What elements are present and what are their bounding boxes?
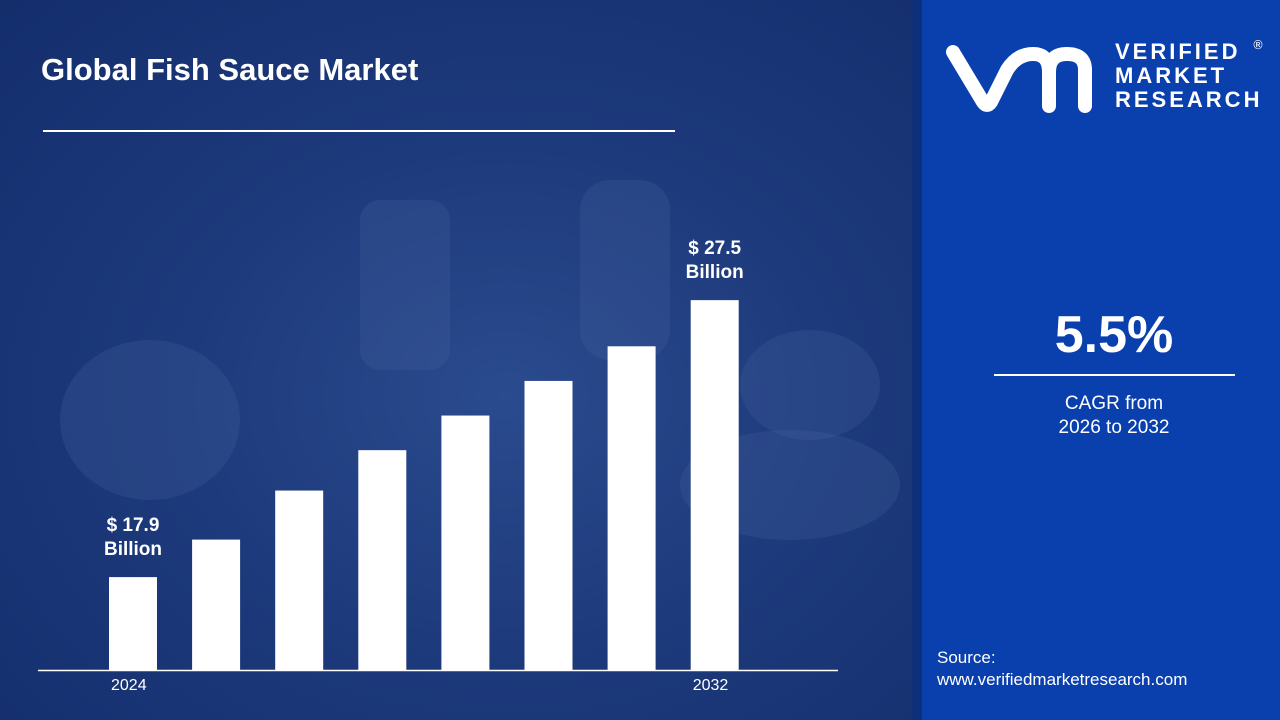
registered-mark: ® bbox=[1252, 38, 1264, 52]
bar-5 bbox=[524, 380, 573, 670]
brand-name: VERIFIED MARKET RESEARCH bbox=[1115, 40, 1262, 112]
data-label-line1: $ 17.9 bbox=[106, 515, 160, 537]
source-label: Source: bbox=[937, 648, 996, 667]
brand-line-3: RESEARCH bbox=[1115, 87, 1263, 112]
brand-line-2: MARKET bbox=[1115, 63, 1228, 88]
cagr-label-line-1: CAGR from bbox=[1064, 393, 1164, 414]
data-label-line2: Billion bbox=[685, 262, 744, 284]
source: Source: www.verifiedmarketresearch.com bbox=[937, 647, 1187, 691]
source-url[interactable]: www.verifiedmarketresearch.com bbox=[937, 670, 1188, 689]
cagr-label-line-2: 2026 to 2032 bbox=[1058, 417, 1170, 438]
data-label: $ 17.9 Billion bbox=[73, 514, 193, 562]
cagr-label: CAGR from 2026 to 2032 bbox=[994, 392, 1234, 440]
bar-2 bbox=[275, 490, 324, 670]
vmr-logo-icon bbox=[946, 45, 1092, 113]
bar-1 bbox=[192, 539, 241, 670]
cagr-divider bbox=[994, 374, 1235, 376]
bar-4 bbox=[441, 415, 490, 670]
data-label-line1: $ 27.5 bbox=[688, 238, 742, 260]
bar-0 bbox=[109, 577, 157, 670]
panel-divider bbox=[912, 0, 922, 720]
data-label-line2: Billion bbox=[103, 539, 163, 561]
title-underline bbox=[43, 130, 675, 132]
bar-6 bbox=[607, 346, 656, 670]
summary-panel bbox=[922, 0, 1280, 720]
bar-3 bbox=[358, 450, 407, 670]
bar-chart bbox=[38, 300, 838, 672]
cagr-value: 5.5% bbox=[1054, 306, 1174, 364]
data-label: $ 27.5 Billion bbox=[655, 237, 775, 285]
brand-line-1: VERIFIED bbox=[1115, 39, 1241, 64]
x-tick-label: 2032 bbox=[692, 677, 729, 694]
x-tick-label: 2024 bbox=[111, 677, 147, 694]
chart-title: Global Fish Sauce Market bbox=[41, 52, 419, 87]
bar-7 bbox=[690, 300, 739, 670]
